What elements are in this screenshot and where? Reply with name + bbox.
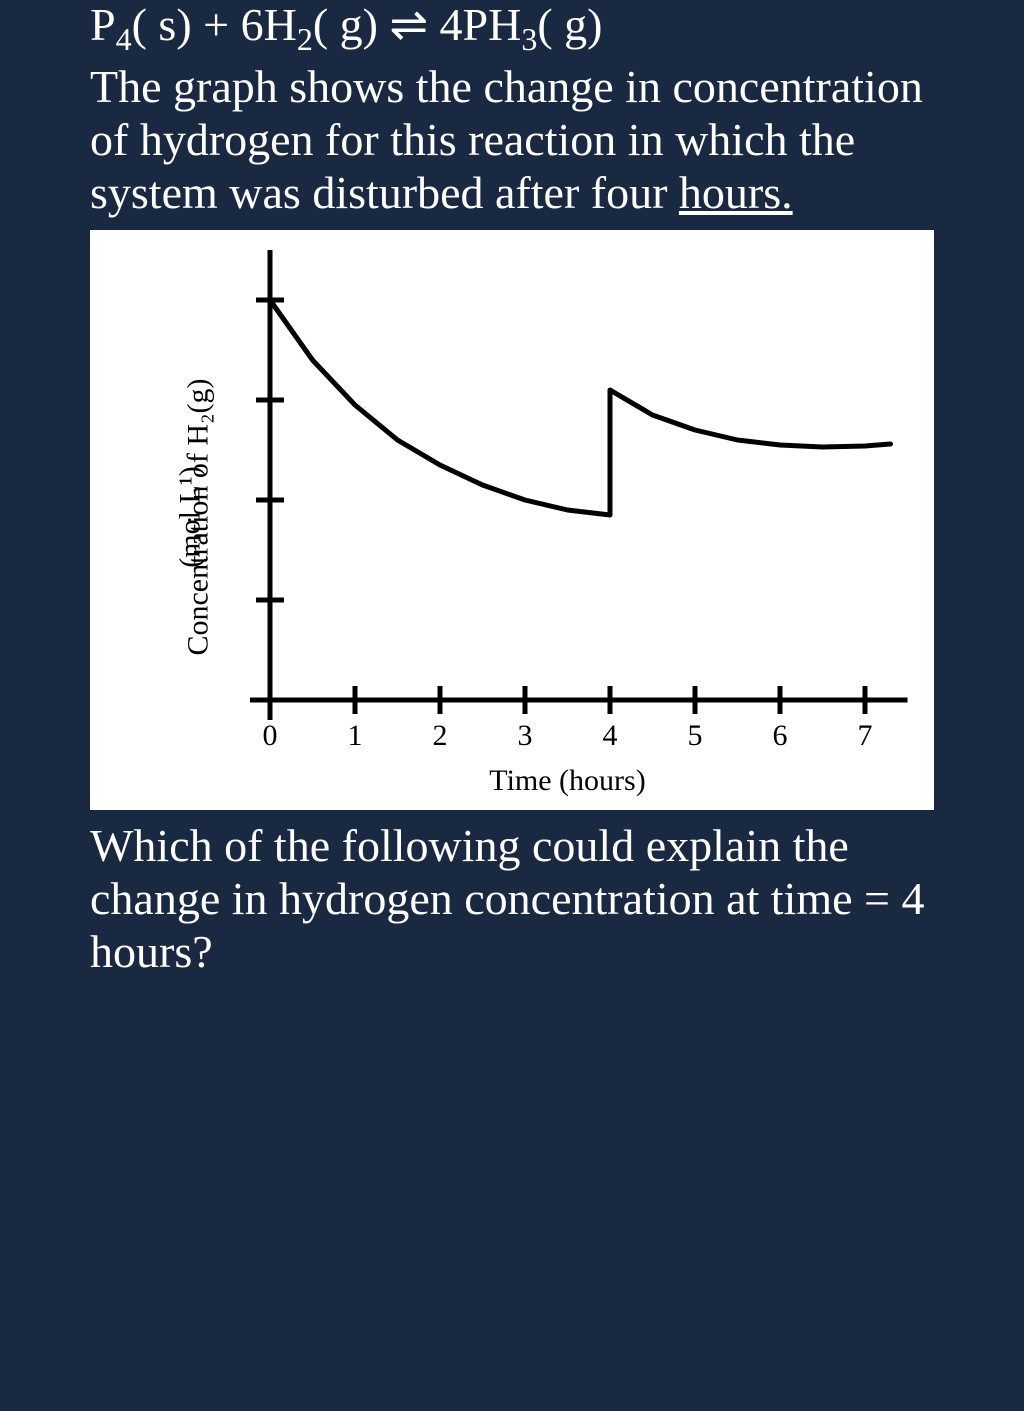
svg-text:Time (hours): Time (hours) xyxy=(489,764,645,797)
concentration-chart: 01234567Time (hours) Concentration of H₂… xyxy=(90,230,934,810)
eq-sub3: 3 xyxy=(521,21,537,57)
y-axis-label-line2: (mol L¹) xyxy=(174,466,208,567)
svg-text:6: 6 xyxy=(773,719,788,752)
svg-text:0: 0 xyxy=(263,719,278,752)
svg-text:7: 7 xyxy=(858,719,873,752)
eq-state2: ( g) xyxy=(313,0,378,50)
svg-text:5: 5 xyxy=(688,719,703,752)
reaction-equation: P4( s) + 6H2( g) ⇌ 4PH3( g) xyxy=(90,0,934,57)
eq-species3: PH xyxy=(463,0,522,50)
eq-coef3: 4 xyxy=(440,0,463,50)
question-text: Which of the following could explain the… xyxy=(90,820,934,979)
eq-sub2: 2 xyxy=(297,21,313,57)
svg-text:4: 4 xyxy=(603,719,618,752)
svg-text:2: 2 xyxy=(433,719,448,752)
svg-text:1: 1 xyxy=(348,719,363,752)
eq-sub1: 4 xyxy=(116,21,132,57)
chart-svg: 0 1 2 3 4 5 6 7 Time (hours) xyxy=(90,230,934,810)
eq-plus: + xyxy=(192,0,241,50)
eq-arrow: ⇌ xyxy=(378,0,440,50)
problem-text-underlined: hours. xyxy=(679,167,793,218)
svg-text:3: 3 xyxy=(518,719,533,752)
eq-species2: H xyxy=(264,0,297,50)
eq-state3: ( g) xyxy=(537,0,602,50)
problem-statement: The graph shows the change in concentrat… xyxy=(90,61,934,220)
eq-state1: ( s) xyxy=(132,0,192,50)
problem-text-main: The graph shows the change in concentrat… xyxy=(90,61,923,218)
eq-coef2: 6 xyxy=(241,0,264,50)
eq-species1: P xyxy=(90,0,116,50)
